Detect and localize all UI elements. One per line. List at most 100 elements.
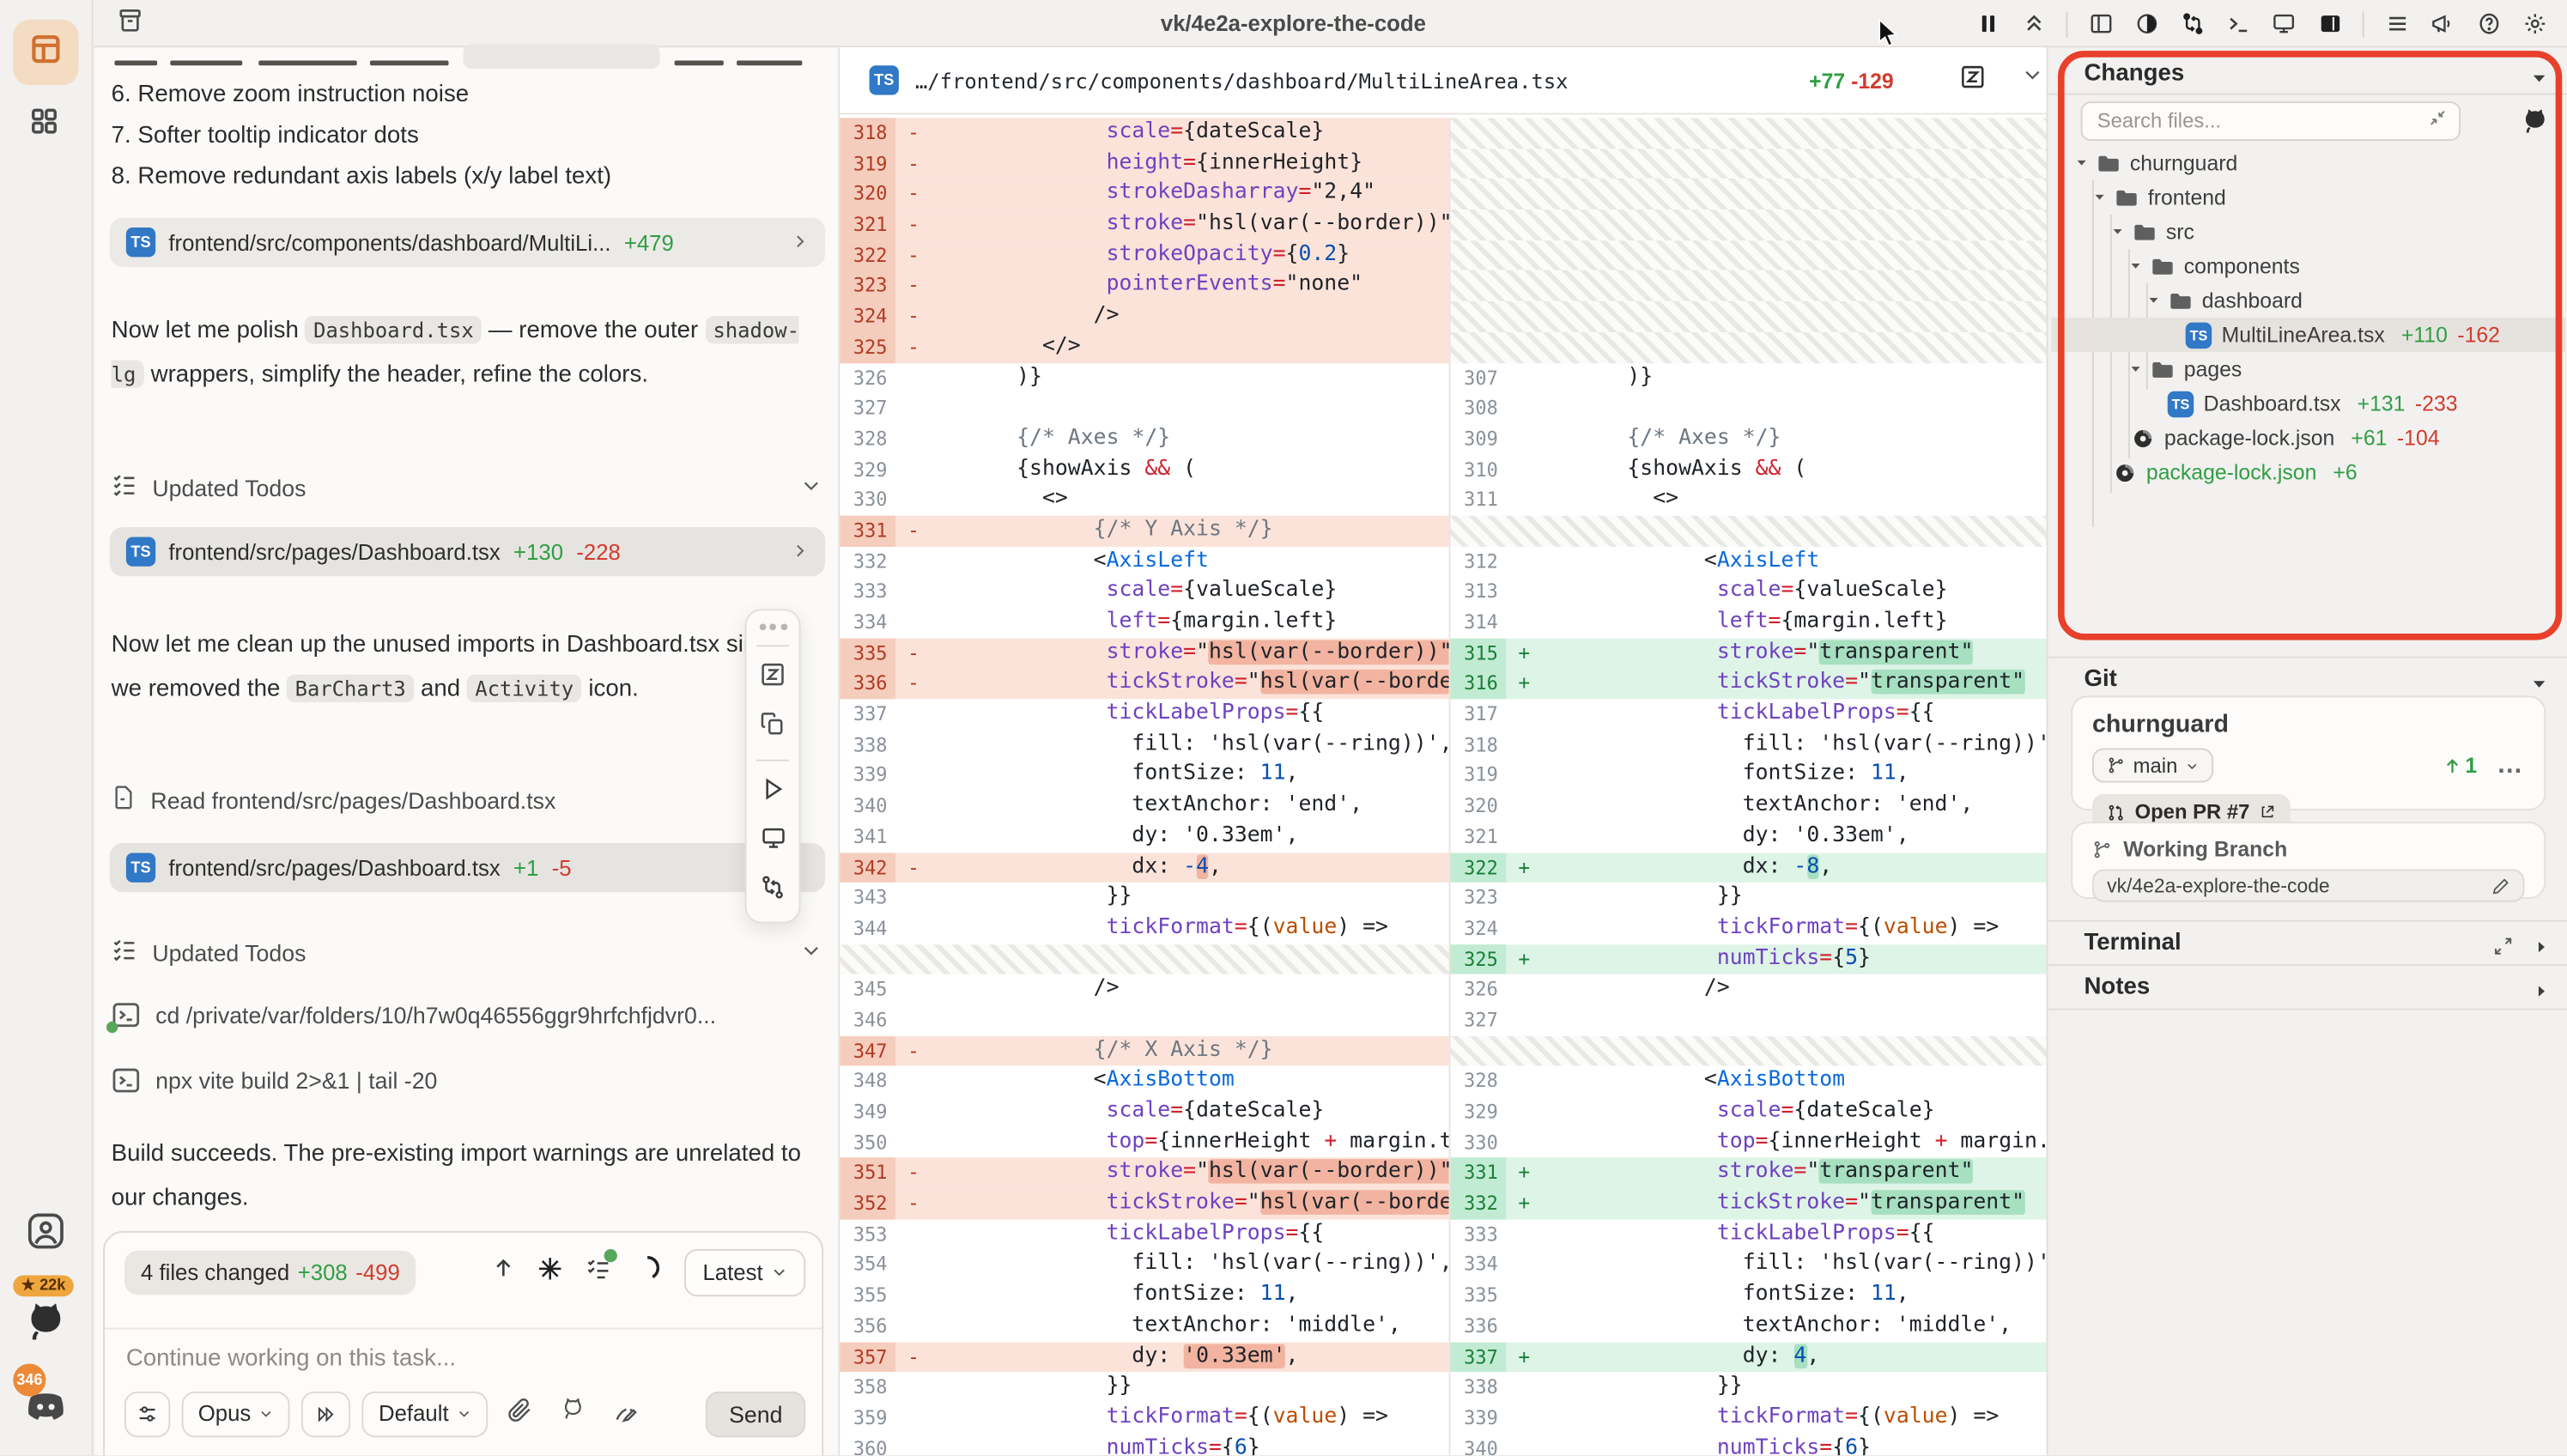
read-file-row[interactable]: Read frontend/src/pages/Dashboard.tsx: [112, 784, 822, 815]
tree-file-package-lock.json[interactable]: package-lock.json+61-104: [2051, 421, 2565, 455]
diff-row[interactable]: 340 numTicks={6}: [1451, 1434, 2048, 1456]
diff-row[interactable]: 329 {showAxis && (: [840, 454, 1448, 485]
archive-box-button[interactable]: [110, 5, 149, 43]
git-compare-icon[interactable]: [2172, 5, 2212, 43]
diff-row[interactable]: 331- {/* Y Axis */}: [840, 516, 1448, 547]
chevron-down-icon[interactable]: [800, 939, 822, 966]
grid-view-button[interactable]: [27, 105, 60, 146]
diff-row[interactable]: 335- stroke="hsl(var(--border))": [840, 638, 1448, 669]
diff-row[interactable]: 328 {/* Axes */}: [840, 424, 1448, 455]
scroll-up-button[interactable]: [491, 1256, 516, 1289]
diff-row[interactable]: 336- tickStroke="hsl(var(--border))": [840, 669, 1448, 700]
diff-row[interactable]: 332+ tickStroke="transparent": [1451, 1189, 2048, 1220]
collapse-all-icon[interactable]: [2013, 5, 2053, 43]
diff-row[interactable]: 320 textAnchor: 'end',: [1451, 791, 2048, 822]
terminal-command-row[interactable]: cd /private/var/folders/10/h7w0q46556ggr…: [112, 1002, 822, 1028]
dictation-button[interactable]: [614, 1398, 639, 1430]
diff-row[interactable]: 307 )}: [1451, 362, 2048, 393]
diff-row[interactable]: 321 dy: '0.33em',: [1451, 822, 2048, 852]
diff-row[interactable]: 321- stroke="hsl(var(--border))": [840, 209, 1448, 240]
chevron-down-icon[interactable]: [2146, 293, 2161, 307]
diff-row[interactable]: [1451, 209, 2048, 240]
tree-folder-dashboard[interactable]: dashboard: [2051, 283, 2565, 318]
message-input[interactable]: Continue working on this task...: [126, 1345, 456, 1372]
working-branch-input[interactable]: vk/4e2a-explore-the-code: [2092, 870, 2524, 902]
diff-row[interactable]: 350 top={innerHeight + margin.top}: [840, 1127, 1448, 1158]
file-change-chip[interactable]: TS frontend/src/pages/Dashboard.tsx +130…: [110, 527, 825, 576]
megaphone-icon[interactable]: [2423, 5, 2462, 43]
diff-row[interactable]: 326 )}: [840, 362, 1448, 393]
fast-forward-button[interactable]: [301, 1391, 350, 1436]
preview-button[interactable]: [759, 825, 786, 859]
diff-row[interactable]: [1451, 301, 2048, 332]
tree-folder-pages[interactable]: pages: [2051, 352, 2565, 386]
diff-row[interactable]: 343 }}: [840, 883, 1448, 913]
diff-old-column[interactable]: 318- scale={dateScale}319- height={inner…: [840, 118, 1448, 1455]
diff-row[interactable]: 330 <>: [840, 485, 1448, 516]
burst-icon[interactable]: [537, 1255, 564, 1289]
drag-handle-icon[interactable]: [759, 624, 786, 631]
diff-row[interactable]: 327: [1451, 1005, 2048, 1036]
github-link[interactable]: [21, 1301, 70, 1356]
diff-row[interactable]: 332 <AxisLeft: [840, 546, 1448, 577]
help-icon[interactable]: [2469, 5, 2509, 43]
diff-row[interactable]: 333 tickLabelProps={{: [1451, 1219, 2048, 1250]
diff-view-toggle[interactable]: [1960, 63, 1987, 97]
diff-row[interactable]: 335 fontSize: 11,: [1451, 1280, 2048, 1311]
expand-icon[interactable]: [2493, 935, 2513, 964]
diff-row[interactable]: 324 tickFormat={(value) =>: [1451, 913, 2048, 944]
git-section-header[interactable]: Git: [2084, 666, 2116, 693]
diff-row[interactable]: 331+ stroke="transparent": [1451, 1158, 2048, 1189]
diff-row[interactable]: [1451, 270, 2048, 301]
panel-left-icon[interactable]: [2081, 5, 2121, 43]
model-dropdown[interactable]: Opus: [182, 1391, 290, 1436]
files-changed-chip[interactable]: 4 files changed +308 -499: [124, 1250, 416, 1294]
diff-row[interactable]: [1451, 179, 2048, 210]
tree-file-Dashboard.tsx[interactable]: TSDashboard.tsx+131-233: [2051, 386, 2565, 421]
chevron-down-icon[interactable]: [2074, 155, 2089, 170]
search-input[interactable]: [2094, 108, 2428, 135]
diff-row[interactable]: 360 numTicks={6}: [840, 1434, 1448, 1456]
file-search[interactable]: [2081, 101, 2461, 141]
chevron-down-icon[interactable]: [2529, 67, 2549, 96]
diff-row[interactable]: 322+ dx: -8,: [1451, 852, 2048, 883]
pause-icon[interactable]: [1968, 5, 2007, 43]
menu-icon[interactable]: [2377, 5, 2417, 43]
diff-new-column[interactable]: 307 )}308309 {/* Axes */}310 {showAxis &…: [1449, 118, 2048, 1455]
diff-row[interactable]: 356 textAnchor: 'middle',: [840, 1311, 1448, 1342]
diff-row[interactable]: 317 tickLabelProps={{: [1451, 699, 2048, 730]
diff-row[interactable]: 342- dx: -4,: [840, 852, 1448, 883]
settings-icon[interactable]: [2515, 5, 2554, 43]
updated-todos-row[interactable]: Updated Todos: [112, 937, 822, 968]
diff-row[interactable]: 318 fill: 'hsl(var(--ring))',: [1451, 730, 2048, 761]
chevron-down-icon[interactable]: [800, 474, 822, 500]
pencil-icon[interactable]: [2491, 877, 2509, 895]
diff-row[interactable]: 310 {showAxis && (: [1451, 454, 2048, 485]
diff-row[interactable]: 339 fontSize: 11,: [840, 761, 1448, 792]
branch-dropdown[interactable]: main: [2092, 748, 2213, 782]
diff-row[interactable]: 311 <>: [1451, 485, 2048, 516]
account-button[interactable]: [25, 1210, 68, 1260]
diff-row[interactable]: 334 left={margin.left}: [840, 607, 1448, 638]
diff-row[interactable]: 354 fill: 'hsl(var(--ring))',: [840, 1250, 1448, 1281]
diff-row[interactable]: 322- strokeOpacity={0.2}: [840, 240, 1448, 271]
diff-row[interactable]: 309 {/* Axes */}: [1451, 424, 2048, 455]
diff-row[interactable]: 336 textAnchor: 'middle',: [1451, 1311, 2048, 1342]
updated-todos-row[interactable]: Updated Todos: [112, 471, 822, 502]
diff-row[interactable]: 352- tickStroke="hsl(var(--border))": [840, 1189, 1448, 1220]
file-change-chip[interactable]: TS frontend/src/pages/Dashboard.tsx +1 -…: [110, 843, 825, 892]
settings-sliders-button[interactable]: [124, 1391, 170, 1436]
chevron-down-icon[interactable]: [2128, 258, 2143, 273]
diff-row[interactable]: 323- pointerEvents="none": [840, 270, 1448, 301]
diff-row[interactable]: 328 <AxisBottom: [1451, 1066, 2048, 1097]
terminal-command-row[interactable]: npx vite build 2>&1 | tail -20: [112, 1067, 822, 1094]
chevron-down-icon[interactable]: [2022, 63, 2043, 97]
notes-section-header[interactable]: Notes: [2084, 974, 2150, 1001]
diff-row[interactable]: 357- dy: '0.33em',: [840, 1342, 1448, 1373]
diff-row[interactable]: 329 scale={dateScale}: [1451, 1097, 2048, 1128]
diff-row[interactable]: [1451, 516, 2048, 547]
github-button[interactable]: [560, 1398, 586, 1430]
diff-row[interactable]: [1451, 149, 2048, 179]
diff-row[interactable]: [1451, 332, 2048, 363]
diff-row[interactable]: 330 top={innerHeight + margin.top}: [1451, 1127, 2048, 1158]
